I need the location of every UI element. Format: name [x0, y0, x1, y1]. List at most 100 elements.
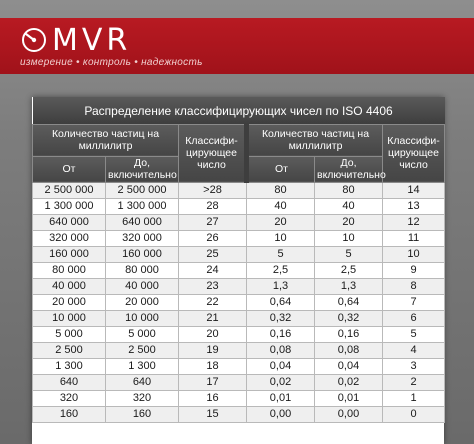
cell-to-left: 320 — [105, 389, 179, 407]
cell-to-right: 0,04 — [314, 357, 383, 375]
iso-4406-table: Распределение классифицирующих чисел по … — [32, 97, 446, 423]
header-particles-right: Количество частиц на миллилитр — [246, 123, 383, 157]
cell-from-right: 0,02 — [246, 373, 315, 391]
cell-to-right: 1,3 — [314, 277, 383, 295]
cell-from-left: 160 000 — [32, 245, 106, 263]
cell-class-left: >28 — [178, 181, 247, 199]
table-row: 640 000 640 000 27 20 20 12 — [32, 213, 446, 231]
table-row: 80 000 80 000 24 2,5 2,5 9 — [32, 261, 446, 279]
cell-from-right: 0,00 — [246, 405, 315, 423]
table-row: 5 000 5 000 20 0,16 0,16 5 — [32, 325, 446, 343]
cell-class-left: 15 — [178, 405, 247, 423]
cell-to-right: 10 — [314, 229, 383, 247]
cell-to-left: 10 000 — [105, 309, 179, 327]
brand-banner: MVR измерение • контроль • надежность — [0, 18, 474, 74]
table-row: 640 640 17 0,02 0,02 2 — [32, 373, 446, 391]
cell-to-right: 40 — [314, 197, 383, 215]
cell-class-right: 12 — [381, 213, 446, 231]
cell-from-right: 0,32 — [246, 309, 315, 327]
header-class-left: Классифи-цирующее число — [178, 123, 249, 183]
header-particles-left: Количество частиц на миллилитр — [32, 123, 179, 157]
cell-class-right: 9 — [381, 261, 446, 279]
cell-class-right: 0 — [381, 405, 446, 423]
cell-from-left: 1 300 — [32, 357, 106, 375]
cell-from-right: 20 — [246, 213, 315, 231]
cell-class-right: 8 — [381, 277, 446, 295]
cell-to-right: 0,64 — [314, 293, 383, 311]
cell-to-left: 640 — [105, 373, 179, 391]
cell-from-right: 0,04 — [246, 357, 315, 375]
cell-from-left: 1 300 000 — [32, 197, 106, 215]
cell-class-left: 23 — [178, 277, 247, 295]
cell-to-right: 0,16 — [314, 325, 383, 343]
header-from-left: От — [32, 155, 106, 183]
gauge-icon — [22, 28, 46, 52]
cell-from-left: 2 500 000 — [32, 181, 106, 199]
cell-to-left: 2 500 000 — [105, 181, 179, 199]
cell-from-right: 2,5 — [246, 261, 315, 279]
cell-from-left: 640 — [32, 373, 106, 391]
cell-from-right: 0,16 — [246, 325, 315, 343]
cell-from-left: 320 — [32, 389, 106, 407]
cell-class-left: 25 — [178, 245, 247, 263]
cell-to-left: 160 — [105, 405, 179, 423]
table-row: 2 500 000 2 500 000 >28 80 80 14 — [32, 181, 446, 199]
cell-to-right: 5 — [314, 245, 383, 263]
cell-to-right: 20 — [314, 213, 383, 231]
cell-class-right: 2 — [381, 373, 446, 391]
cell-class-right: 1 — [381, 389, 446, 407]
cell-from-right: 1,3 — [246, 277, 315, 295]
cell-from-right: 0,01 — [246, 389, 315, 407]
cell-class-right: 3 — [381, 357, 446, 375]
cell-class-right: 4 — [381, 341, 446, 359]
cell-class-left: 19 — [178, 341, 247, 359]
cell-to-left: 320 000 — [105, 229, 179, 247]
cell-from-right: 0,08 — [246, 341, 315, 359]
table-body: 2 500 000 2 500 000 >28 80 80 14 1 300 000 1 30… — [32, 181, 446, 423]
table-title: Распределение классифицирующих чисел по … — [32, 97, 445, 124]
cell-class-left: 21 — [178, 309, 247, 327]
cell-from-right: 10 — [246, 229, 315, 247]
cell-to-left: 5 000 — [105, 325, 179, 343]
cell-to-left: 80 000 — [105, 261, 179, 279]
table-row: 10 000 10 000 21 0,32 0,32 6 — [32, 309, 446, 327]
table-row: 2 500 2 500 19 0,08 0,08 4 — [32, 341, 446, 359]
table-row: 20 000 20 000 22 0,64 0,64 7 — [32, 293, 446, 311]
header-to-right: До, включительно — [314, 155, 386, 183]
cell-class-right: 11 — [381, 229, 446, 247]
table-row: 160 000 160 000 25 5 5 10 — [32, 245, 446, 263]
cell-to-right: 2,5 — [314, 261, 383, 279]
table-row: 40 000 40 000 23 1,3 1,3 8 — [32, 277, 446, 295]
cell-from-left: 80 000 — [32, 261, 106, 279]
cell-from-right: 40 — [246, 197, 315, 215]
cell-to-left: 20 000 — [105, 293, 179, 311]
cell-class-right: 5 — [381, 325, 446, 343]
cell-to-left: 160 000 — [105, 245, 179, 263]
cell-from-left: 40 000 — [32, 277, 106, 295]
cell-from-right: 80 — [246, 181, 315, 199]
cell-class-left: 28 — [178, 197, 247, 215]
cell-class-left: 18 — [178, 357, 247, 375]
cell-to-right: 80 — [314, 181, 383, 199]
cell-class-left: 22 — [178, 293, 247, 311]
cell-class-left: 27 — [178, 213, 247, 231]
cell-from-right: 0,64 — [246, 293, 315, 311]
cell-to-left: 640 000 — [105, 213, 179, 231]
header-to-left: До, включительно — [105, 155, 179, 183]
cell-class-right: 14 — [381, 181, 446, 199]
cell-from-left: 320 000 — [32, 229, 106, 247]
cell-class-left: 16 — [178, 389, 247, 407]
cell-from-right: 5 — [246, 245, 315, 263]
brand-tagline: измерение • контроль • надежность — [20, 57, 203, 68]
brand-logo-text: MVR — [52, 23, 132, 58]
table-row: 160 160 15 0,00 0,00 0 — [32, 405, 446, 423]
cell-from-left: 640 000 — [32, 213, 106, 231]
table-row: 320 320 16 0,01 0,01 1 — [32, 389, 446, 407]
table-row: 320 000 320 000 26 10 10 11 — [32, 229, 446, 247]
cell-from-left: 2 500 — [32, 341, 106, 359]
cell-class-left: 24 — [178, 261, 247, 279]
header-from-right: От — [246, 155, 315, 183]
cell-class-left: 26 — [178, 229, 247, 247]
cell-from-left: 10 000 — [32, 309, 106, 327]
cell-to-right: 0,02 — [314, 373, 383, 391]
